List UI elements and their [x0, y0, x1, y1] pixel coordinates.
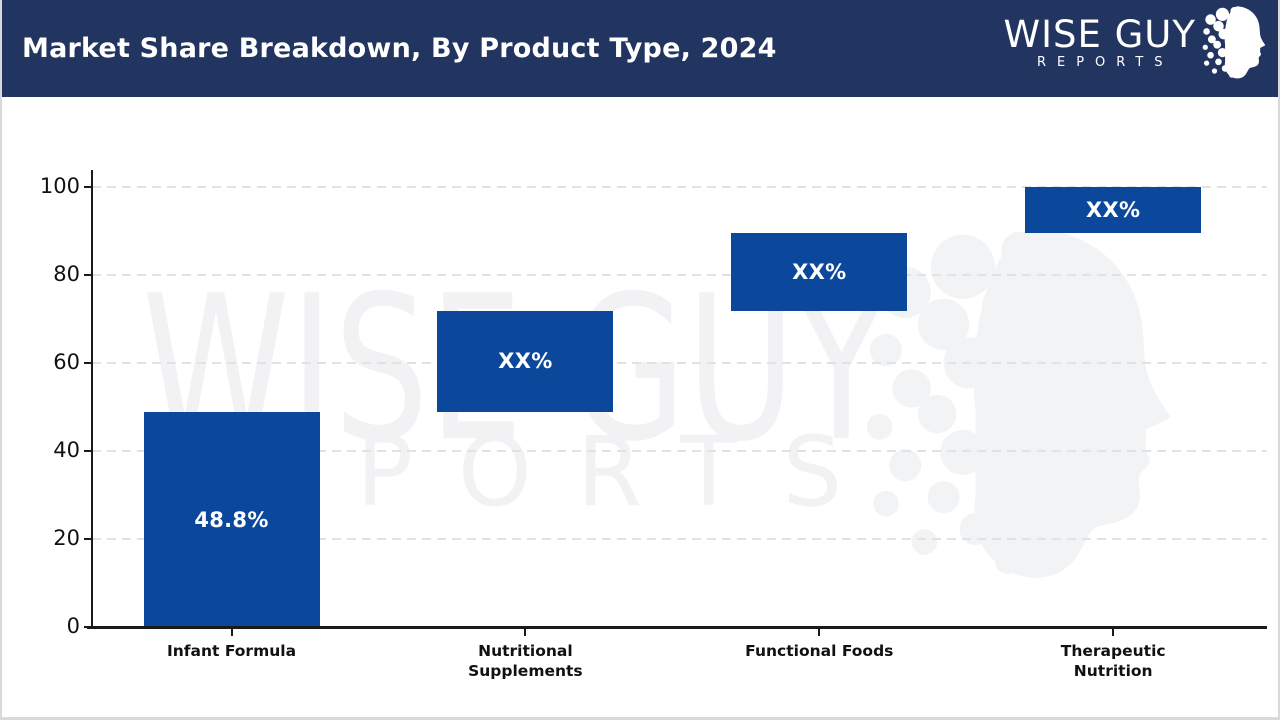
- x-tick-mark: [818, 629, 821, 636]
- gridline: [92, 274, 1267, 276]
- gridline: [92, 450, 1267, 452]
- logo-wordmark: WISE GUY: [1003, 13, 1196, 56]
- logo-text: WISE GUY REPORTS: [1004, 15, 1196, 71]
- bar: XX%: [1025, 187, 1202, 233]
- x-tick-label: Functional Foods: [745, 642, 894, 660]
- header-bar: Market Share Breakdown, By Product Type,…: [2, 0, 1278, 97]
- y-tick-mark: [84, 538, 92, 540]
- head-logo-icon: [1200, 4, 1266, 82]
- gridline: [92, 538, 1267, 540]
- x-tick-label: Infant Formula: [166, 642, 297, 660]
- bar: XX%: [437, 310, 614, 413]
- y-tick-mark: [84, 186, 92, 188]
- y-tick-mark: [84, 362, 92, 364]
- bar: XX%: [731, 232, 908, 311]
- y-tick-mark: [84, 274, 92, 276]
- y-tick-label: 20: [53, 526, 80, 550]
- bar-value-label: XX%: [1086, 197, 1141, 222]
- logo-subtext: REPORTS: [1036, 55, 1174, 70]
- bar-value-label: 48.8%: [194, 507, 269, 532]
- x-tick-mark: [230, 629, 233, 636]
- x-tick-label: Nutritional Supplements: [468, 642, 583, 680]
- wise-guy-logo: WISE GUY REPORTS: [1004, 4, 1266, 82]
- x-tick-mark: [1112, 629, 1115, 636]
- x-axis-line: [87, 626, 1267, 629]
- y-tick-label: 60: [53, 350, 80, 374]
- y-tick-mark: [84, 450, 92, 452]
- gridline: [92, 362, 1267, 364]
- y-tick-label: 100: [39, 174, 80, 198]
- bar: 48.8%: [143, 412, 320, 627]
- bar-value-label: XX%: [498, 349, 553, 374]
- x-tick-label: Therapeutic Nutrition: [1060, 642, 1166, 680]
- y-tick-label: 80: [53, 262, 80, 286]
- y-tick-label: 40: [53, 438, 80, 462]
- y-tick-label: 0: [66, 614, 80, 638]
- x-tick-mark: [524, 629, 527, 636]
- gridline: [92, 186, 1267, 188]
- bar-value-label: XX%: [792, 259, 847, 284]
- y-axis-line: [91, 170, 93, 629]
- page-title: Market Share Breakdown, By Product Type,…: [22, 33, 777, 64]
